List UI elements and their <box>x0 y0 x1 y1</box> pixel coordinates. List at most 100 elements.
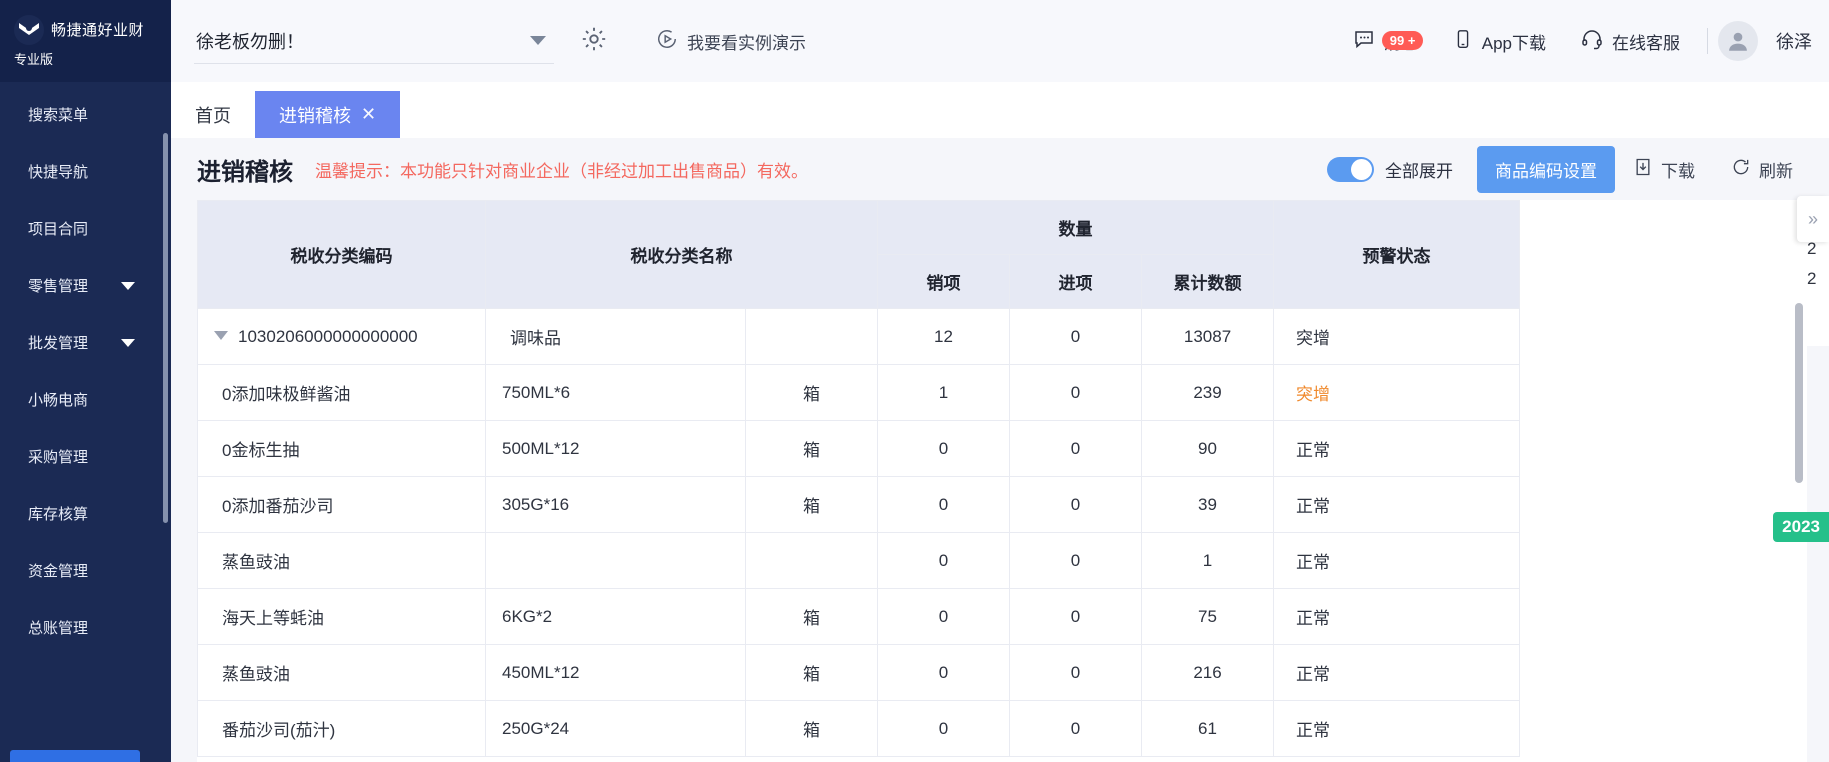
table-row[interactable]: 1030206000000000000 调味品 12 0 13087 突增 <box>197 308 1521 365</box>
cell-tax-code: 1030206000000000000 <box>197 308 486 365</box>
expand-all-toggle-wrap: 全部展开 <box>1327 156 1453 182</box>
brand-edition: 专业版 <box>14 51 54 67</box>
download-button[interactable]: 下载 <box>1615 157 1713 182</box>
sidebar-item-inventory-accounting[interactable]: 库存核算 <box>0 485 171 542</box>
cell-unit: 箱 <box>745 476 878 533</box>
status-badge: 正常 <box>1273 532 1521 589</box>
cell-name: 0添加味极鲜酱油 <box>197 364 486 421</box>
cell-unit: 箱 <box>745 700 878 757</box>
cell-sales: 0 <box>877 588 1010 645</box>
changjietong-logo-icon <box>14 14 44 45</box>
expand-side-panel-button[interactable]: » <box>1797 196 1829 242</box>
th-quantity-group: 数量 <box>876 200 1275 255</box>
table-row[interactable]: 0添加番茄沙司 305G*16 箱 0 0 39 正常 <box>197 476 1521 533</box>
cell-total: 239 <box>1140 364 1275 421</box>
th-tax-code[interactable]: 税收分类编码 <box>197 200 486 309</box>
table-body: 1030206000000000000 调味品 12 0 13087 突增 0添… <box>197 308 1521 757</box>
sidebar-scrollbar[interactable] <box>163 133 168 523</box>
download-icon <box>1633 157 1653 182</box>
cell-total: 13087 <box>1140 308 1275 365</box>
table-row[interactable]: 蒸鱼豉油 0 0 1 正常 <box>197 532 1521 589</box>
cell-unit: 箱 <box>745 644 878 701</box>
demo-link[interactable]: 我要看实例演示 <box>656 28 806 55</box>
table-row[interactable]: 番茄沙司(茄汁) 250G*24 箱 0 0 61 正常 <box>197 700 1521 757</box>
cell-sales: 0 <box>877 700 1010 757</box>
sidebar-item-label: 项目合同 <box>28 221 89 238</box>
cell-purchase: 0 <box>1009 644 1142 701</box>
company-selector[interactable]: 徐老板勿删！ <box>194 18 554 64</box>
cell-purchase: 0 <box>1009 364 1142 421</box>
cell-purchase: 0 <box>1009 308 1142 365</box>
cell-name: 蒸鱼豉油 <box>197 644 486 701</box>
th-tax-name[interactable]: 税收分类名称 <box>485 200 878 309</box>
cell-purchase: 0 <box>1009 588 1142 645</box>
product-code-settings-button[interactable]: 商品编码设置 <box>1477 145 1615 193</box>
expand-all-toggle[interactable] <box>1327 156 1374 182</box>
table-row[interactable]: 0添加味极鲜酱油 750ML*6 箱 1 0 239 突增 <box>197 364 1521 421</box>
th-warning-status[interactable]: 预警状态 <box>1273 200 1521 309</box>
online-service-button[interactable]: 在线客服 <box>1563 27 1697 56</box>
tab-home[interactable]: 首页 <box>171 91 255 138</box>
sidebar-item-general-ledger[interactable]: 总账管理 <box>0 599 171 656</box>
chevron-down-icon <box>530 36 546 45</box>
th-total[interactable]: 累计数额 <box>1140 254 1275 309</box>
messages-button[interactable]: 消息 99 + <box>1335 27 1435 56</box>
status-badge: 正常 <box>1273 476 1521 533</box>
top-bar: 徐老板勿删！ 我要看实例演示 <box>171 0 1829 82</box>
year-badge[interactable]: 2023 <box>1773 512 1829 542</box>
table-row[interactable]: 海天上等蚝油 6KG*2 箱 0 0 75 正常 <box>197 588 1521 645</box>
audit-table-container: 税收分类编码 税收分类名称 数量 预警状态 销项 进项 累计数额 103020 <box>197 200 1807 762</box>
page-tip: 温馨提示：本功能只针对商业企业（非经过加工出售商品）有效。 <box>315 161 808 181</box>
sidebar-item-label: 库存核算 <box>28 506 89 523</box>
sidebar-item-project-contract[interactable]: 项目合同 <box>0 200 171 257</box>
expand-all-label: 全部展开 <box>1385 161 1453 181</box>
cell-name: 0添加番茄沙司 <box>197 476 486 533</box>
sidebar-item-wholesale-management[interactable]: 批发管理 <box>0 314 171 371</box>
tab-jinxiao-jihe[interactable]: 进销稽核 ✕ <box>255 91 401 138</box>
th-sales[interactable]: 销项 <box>877 254 1010 309</box>
cell-sales: 0 <box>877 532 1010 589</box>
status-badge: 突增 <box>1273 364 1521 421</box>
top-bar-right: 消息 99 + App下载 <box>1335 0 1829 82</box>
gear-icon[interactable] <box>580 25 608 58</box>
page-header: 进销稽核 温馨提示：本功能只针对商业企业（非经过加工出售商品）有效。 全部展开 … <box>171 138 1829 200</box>
app-download-button[interactable]: App下载 <box>1435 28 1563 55</box>
sidebar-item-xiaochang-ecommerce[interactable]: 小畅电商 <box>0 371 171 428</box>
cell-spec: 250G*24 <box>485 700 746 757</box>
side-panel-line: 2 <box>1807 239 1817 258</box>
sidebar-item-label: 小畅电商 <box>28 392 89 409</box>
brand-block: 畅捷通好业财 专业版 <box>0 0 171 82</box>
cell-name: 番茄沙司(茄汁) <box>197 700 486 757</box>
cell-total: 75 <box>1140 588 1275 645</box>
cell-spec: 500ML*12 <box>485 420 746 477</box>
message-icon <box>1352 27 1376 56</box>
cell-sales: 1 <box>877 364 1010 421</box>
refresh-button[interactable]: 刷新 <box>1713 157 1811 182</box>
th-purchase[interactable]: 进项 <box>1009 254 1142 309</box>
tab-bar: 首页 进销稽核 ✕ <box>171 82 1829 138</box>
sidebar-item-retail-management[interactable]: 零售管理 <box>0 257 171 314</box>
page-title: 进销稽核 <box>197 158 293 186</box>
triangle-collapse-icon[interactable] <box>214 330 228 340</box>
sidebar-item-search-menu[interactable]: 搜索菜单 <box>0 86 171 143</box>
table-scrollbar[interactable] <box>1795 303 1803 483</box>
sidebar-menu: 搜索菜单 快捷导航 项目合同 零售管理 批发管理 小畅电商 采购管理 <box>0 82 171 656</box>
sidebar-item-quick-nav[interactable]: 快捷导航 <box>0 143 171 200</box>
sidebar-item-purchase-management[interactable]: 采购管理 <box>0 428 171 485</box>
status-badge: 正常 <box>1273 588 1521 645</box>
status-badge: 正常 <box>1273 644 1521 701</box>
cell-total: 216 <box>1140 644 1275 701</box>
close-icon[interactable]: ✕ <box>361 104 377 124</box>
sidebar-item-fund-management[interactable]: 资金管理 <box>0 542 171 599</box>
table-row[interactable]: 蒸鱼豉油 450ML*12 箱 0 0 216 正常 <box>197 644 1521 701</box>
sidebar-item-label: 搜索菜单 <box>28 107 89 124</box>
sidebar-bottom-highlight[interactable] <box>10 750 140 762</box>
table-row[interactable]: 0金标生抽 500ML*12 箱 0 0 90 正常 <box>197 420 1521 477</box>
cell-spec: 305G*16 <box>485 476 746 533</box>
user-menu[interactable]: 徐泽 <box>1718 21 1829 61</box>
table-head-row-2: 销项 进项 累计数额 <box>198 254 1520 309</box>
status-badge: 突增 <box>1273 308 1521 365</box>
cell-code-text: 1030206000000000000 <box>238 326 418 346</box>
cell-unit: 箱 <box>745 420 878 477</box>
cell-spec <box>745 308 878 365</box>
